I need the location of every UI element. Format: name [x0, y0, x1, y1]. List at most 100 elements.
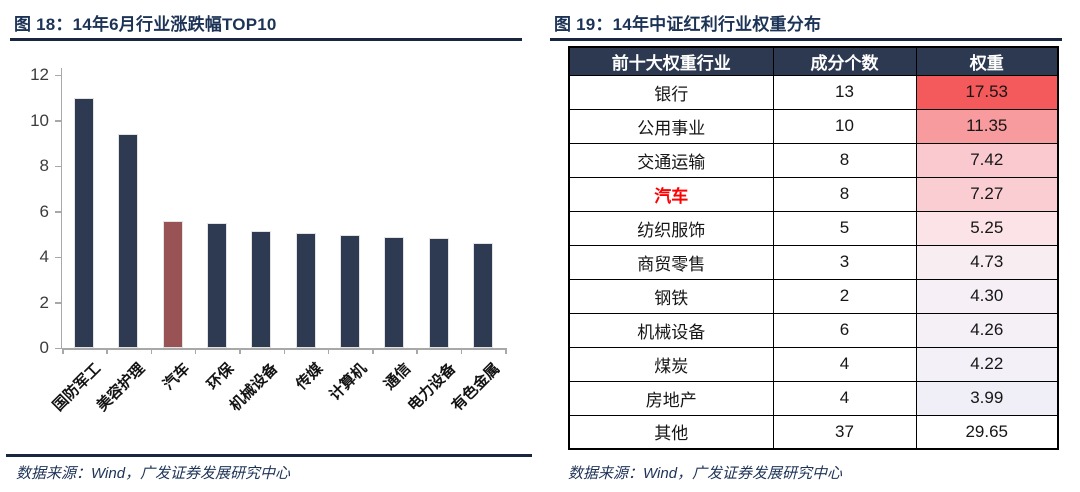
- category-label: 传媒: [292, 360, 326, 394]
- y-axis-label: 10: [30, 110, 49, 130]
- table-row: 煤炭 4 4.22: [568, 346, 1059, 382]
- y-axis-label: 8: [39, 156, 49, 175]
- table-row: 银行 13 17.53: [568, 74, 1059, 110]
- category-label: 通信: [381, 360, 415, 394]
- table-row: 汽车 8 7.27: [568, 176, 1059, 212]
- count-cell: 3: [772, 244, 917, 280]
- industry-cell: 钢铁: [568, 278, 774, 314]
- x-axis-tick: [327, 348, 330, 354]
- chart-bar-highlighted: [162, 220, 183, 348]
- weights-table: 前十大权重行业 成分个数 权重 银行 13 17.53 公用事业 10 11.35 交通运输 8 7…: [568, 46, 1059, 450]
- chart-bar: [472, 243, 493, 348]
- x-axis-tick: [372, 348, 374, 354]
- x-axis-tick: [106, 348, 108, 354]
- table-row: 房地产 4 3.99: [568, 380, 1059, 416]
- category-label: 环保: [203, 360, 238, 394]
- category-label: 国防军工: [49, 360, 105, 415]
- y-axis-tick: [55, 211, 61, 213]
- figure18-bottom-rule: [6, 454, 532, 457]
- industry-cell: 公用事业: [568, 108, 774, 144]
- table-row: 机械设备 6 4.26: [568, 312, 1059, 348]
- chart-bar: [295, 233, 316, 348]
- chart-bar: [384, 236, 405, 348]
- x-axis-tick: [505, 348, 507, 354]
- table-row: 钢铁 2 4.30: [568, 278, 1059, 314]
- industry-cell: 纺织服饰: [568, 210, 774, 246]
- chart-bar: [251, 230, 272, 348]
- industry-cell: 煤炭: [568, 346, 774, 382]
- x-axis-tick: [194, 348, 197, 354]
- y-axis-tick: [55, 256, 61, 258]
- industry-cell: 汽车: [568, 176, 774, 212]
- weight-cell: 4.22: [915, 346, 1059, 382]
- category-label: 有色金属: [448, 360, 503, 415]
- weights-table-header-row: 前十大权重行业 成分个数 权重: [568, 46, 1059, 76]
- weight-cell: 4.26: [915, 312, 1059, 348]
- category-label: 美容护理: [94, 360, 149, 415]
- chart-bar: [207, 222, 228, 348]
- count-cell: 4: [772, 346, 917, 382]
- y-axis-label: 12: [30, 65, 49, 84]
- figure19-title: 图 19：14年中证红利行业权重分布: [554, 15, 822, 34]
- x-axis-tick: [283, 348, 285, 354]
- chart-bar: [74, 97, 95, 348]
- x-axis-tick: [150, 348, 153, 354]
- weight-cell: 7.27: [915, 176, 1059, 212]
- table-row: 商贸零售 3 4.73: [568, 244, 1059, 280]
- weight-cell: 17.53: [915, 74, 1059, 110]
- table-row: 公用事业 10 11.35: [568, 108, 1059, 144]
- count-cell: 2: [772, 278, 917, 314]
- y-axis-label: 0: [39, 338, 49, 357]
- x-axis-tick: [460, 348, 463, 354]
- industry-cell: 银行: [568, 74, 774, 110]
- table-header-cell: 成分个数: [772, 46, 917, 76]
- y-axis-tick: [55, 165, 61, 167]
- category-label: 汽车: [159, 360, 193, 394]
- weight-cell: 3.99: [915, 380, 1059, 416]
- table-row: 纺织服饰 5 5.25: [568, 210, 1059, 246]
- count-cell: 37: [772, 414, 917, 450]
- y-axis-tick: [55, 302, 61, 304]
- figure19-panel: 图 19：14年中证红利行业权重分布 前十大权重行业 成分个数 权重 银行 13 17.…: [540, 0, 1080, 492]
- category-label: 电力设备: [404, 360, 459, 415]
- weight-cell: 11.35: [915, 108, 1059, 144]
- count-cell: 4: [772, 380, 917, 416]
- figure18-title-rule: [10, 38, 522, 41]
- chart-bar: [118, 134, 139, 348]
- industry-cell: 机械设备: [568, 312, 774, 348]
- chart-bar: [428, 237, 449, 348]
- category-label: 机械设备: [227, 360, 282, 415]
- x-axis-tick: [416, 348, 418, 354]
- y-axis-line: [60, 68, 62, 349]
- count-cell: 8: [772, 176, 917, 212]
- weight-cell: 29.65: [915, 414, 1059, 450]
- bar-chart: 0 2 4 6 8 10 12 国防军工 美容护理 汽车 环保 机械设备 传媒 计算机 通信 电力设备 有色金属: [10, 50, 530, 450]
- weight-cell: 4.30: [915, 278, 1059, 314]
- figure19-source: 数据来源：Wind，广发证券发展研究中心: [568, 465, 843, 482]
- figure18-panel: 图 18：14年6月行业涨跌幅TOP10 0 2 4 6 8 10 12 国防军工 美容护理 汽车…: [6, 15, 532, 482]
- weight-cell: 5.25: [915, 210, 1059, 246]
- y-axis-tick: [55, 347, 61, 349]
- industry-cell: 商贸零售: [568, 244, 774, 280]
- y-axis-tick: [55, 74, 61, 76]
- weight-cell: 7.42: [915, 142, 1059, 178]
- count-cell: 5: [772, 210, 917, 246]
- count-cell: 6: [772, 312, 917, 348]
- y-axis-label: 4: [39, 247, 49, 266]
- y-axis-label: 6: [39, 201, 49, 221]
- weight-cell: 4.73: [915, 244, 1059, 280]
- y-axis-tick: [55, 120, 61, 122]
- y-axis-label: 2: [39, 292, 49, 312]
- industry-cell: 交通运输: [568, 142, 774, 178]
- table-row: 交通运输 8 7.42: [568, 142, 1059, 178]
- figure18-source: 数据来源：Wind，广发证券发展研究中心: [16, 465, 291, 482]
- table-row: 其他 37 29.65: [568, 414, 1059, 450]
- industry-cell: 其他: [568, 414, 774, 450]
- table-header-cell: 权重: [915, 46, 1059, 76]
- category-label: 计算机: [326, 360, 371, 404]
- figure19-title-rule: [550, 38, 1062, 41]
- count-cell: 10: [772, 108, 917, 144]
- figure18-title: 图 18：14年6月行业涨跌幅TOP10: [14, 15, 277, 34]
- industry-cell: 房地产: [568, 380, 774, 416]
